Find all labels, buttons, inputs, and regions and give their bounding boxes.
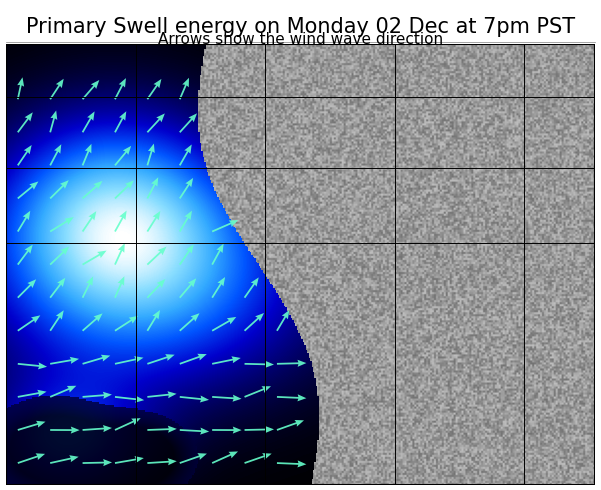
Text: Primary Swell energy on Monday 02 Dec at 7pm PST: Primary Swell energy on Monday 02 Dec at…	[26, 17, 575, 37]
Text: Arrows show the wind wave direction: Arrows show the wind wave direction	[158, 32, 443, 47]
